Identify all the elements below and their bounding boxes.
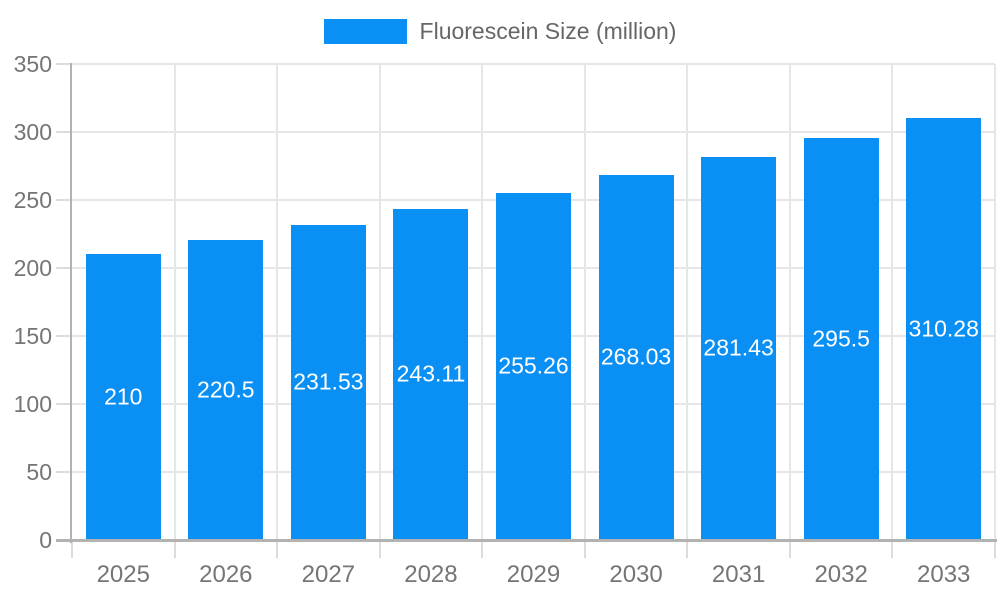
gridline-vertical	[583, 64, 586, 540]
bar-value-label: 268.03	[600, 343, 672, 370]
y-axis-tick	[56, 403, 72, 405]
y-axis-tick	[56, 131, 72, 133]
legend-swatch-icon	[323, 18, 407, 44]
bar-value-label: 210	[104, 383, 143, 410]
x-axis-tick	[481, 542, 484, 558]
bar-value-label: 295.5	[812, 325, 870, 352]
x-axis-tick	[378, 542, 381, 558]
gridline-vertical	[891, 64, 894, 540]
chart-legend: Fluorescein Size (million)	[0, 17, 1000, 45]
bar-value-label: 281.43	[703, 334, 774, 361]
x-axis-tick	[994, 542, 996, 558]
y-axis-tick	[56, 471, 72, 473]
x-axis-tick	[583, 542, 586, 558]
y-axis-tick	[56, 267, 72, 269]
y-axis-tick-label: 50	[26, 459, 52, 485]
legend-label: Fluorescein Size (million)	[419, 18, 677, 44]
x-axis-tick	[173, 542, 176, 558]
x-axis-tick	[71, 542, 73, 558]
gridline-vertical	[276, 64, 279, 540]
y-axis-tick-label: 200	[13, 255, 52, 281]
bar: 220.5	[188, 240, 264, 539]
gridline-vertical	[788, 64, 791, 540]
x-axis-tick-label: 2025	[96, 561, 150, 588]
x-axis-tick	[686, 542, 689, 558]
gridline-vertical	[994, 64, 996, 540]
bar: 243.11	[393, 209, 469, 539]
gridline-vertical	[481, 64, 484, 540]
y-axis-tick-label: 0	[39, 527, 52, 553]
x-axis-tick	[891, 542, 894, 558]
bar-value-label: 255.26	[498, 352, 569, 379]
y-axis-tick-label: 250	[13, 187, 52, 213]
y-axis-tick-label: 300	[13, 119, 52, 145]
gridline-vertical	[686, 64, 689, 540]
x-axis-tick	[276, 542, 279, 558]
gridline-horizontal	[72, 63, 995, 65]
x-axis-tick-label: 2031	[711, 561, 766, 588]
y-axis-tick	[56, 63, 72, 65]
bar: 210	[85, 254, 161, 539]
y-axis-tick	[56, 335, 72, 337]
bar-value-label: 310.28	[908, 315, 979, 341]
x-axis-tick	[788, 542, 791, 558]
y-axis-line	[70, 63, 72, 543]
bar: 255.26	[496, 192, 571, 539]
x-axis-tick-label: 2032	[814, 561, 868, 588]
x-axis-tick-label: 2029	[506, 561, 561, 588]
bar: 231.53	[290, 225, 366, 539]
bar: 310.28	[906, 118, 982, 539]
x-axis-tick-label: 2030	[609, 561, 663, 588]
bar-value-label: 220.5	[197, 376, 255, 403]
gridline-horizontal	[72, 131, 995, 133]
y-axis-tick-label: 350	[13, 51, 52, 77]
gridline-vertical	[378, 64, 381, 540]
bar: 281.43	[701, 157, 777, 539]
x-axis-tick-label: 2028	[404, 561, 458, 588]
y-axis-tick-label: 150	[13, 323, 52, 349]
x-axis-line	[56, 539, 997, 542]
bar-value-label: 243.11	[396, 360, 466, 387]
y-axis-tick-label: 100	[13, 391, 52, 417]
x-axis-tick-label: 2026	[199, 561, 253, 588]
x-axis-tick-label: 2027	[301, 561, 356, 588]
bar-value-label: 231.53	[293, 368, 364, 395]
y-axis-tick	[56, 199, 72, 201]
bar: 268.03	[598, 175, 674, 539]
bar: 295.5	[803, 138, 879, 539]
gridline-vertical	[173, 64, 176, 540]
legend-item[interactable]: Fluorescein Size (million)	[323, 17, 677, 45]
x-axis-tick-label: 2033	[917, 561, 971, 588]
